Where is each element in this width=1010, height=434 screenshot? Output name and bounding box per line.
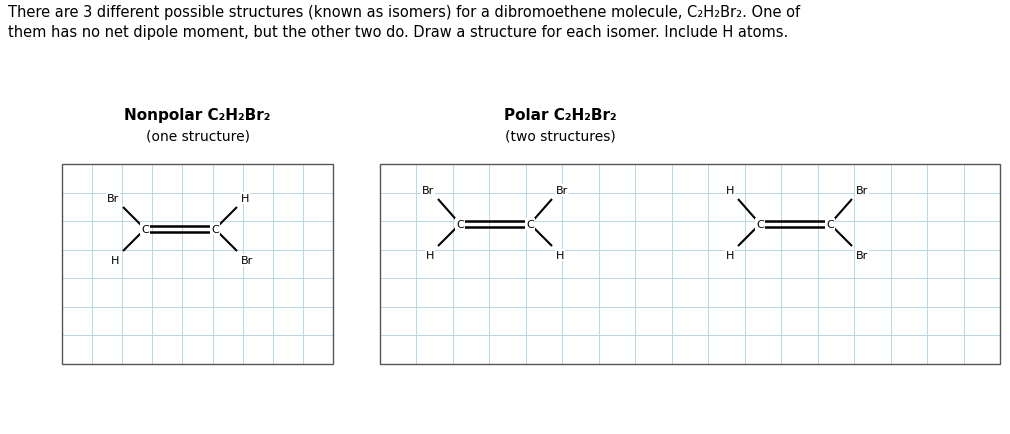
Text: Br: Br	[856, 250, 869, 260]
Text: (two structures): (two structures)	[505, 129, 615, 143]
Bar	[62, 164, 333, 364]
Text: Nonpolar C₂H₂Br₂: Nonpolar C₂H₂Br₂	[124, 108, 271, 123]
Text: H: H	[725, 250, 734, 260]
Text: Polar C₂H₂Br₂: Polar C₂H₂Br₂	[504, 108, 616, 123]
Text: C: C	[141, 224, 148, 234]
Bar	[380, 164, 1000, 364]
Text: H: H	[111, 256, 119, 265]
Text: them has no net dipole moment, but the other two do. Draw a structure for each i: them has no net dipole moment, but the o…	[8, 25, 788, 40]
Text: C: C	[756, 220, 764, 230]
Text: H: H	[725, 186, 734, 196]
Text: H: H	[556, 250, 565, 260]
Text: C: C	[526, 220, 534, 230]
Text: Br: Br	[856, 186, 869, 196]
Text: Br: Br	[241, 256, 254, 265]
Text: Br: Br	[422, 186, 434, 196]
Text: H: H	[241, 194, 249, 204]
Text: Br: Br	[556, 186, 569, 196]
Text: (one structure): (one structure)	[145, 129, 249, 143]
Text: C: C	[457, 220, 464, 230]
Text: C: C	[826, 220, 834, 230]
Text: There are 3 different possible structures (known as isomers) for a dibromoethene: There are 3 different possible structure…	[8, 5, 800, 20]
Text: Br: Br	[107, 194, 119, 204]
Text: C: C	[211, 224, 219, 234]
Text: H: H	[425, 250, 434, 260]
